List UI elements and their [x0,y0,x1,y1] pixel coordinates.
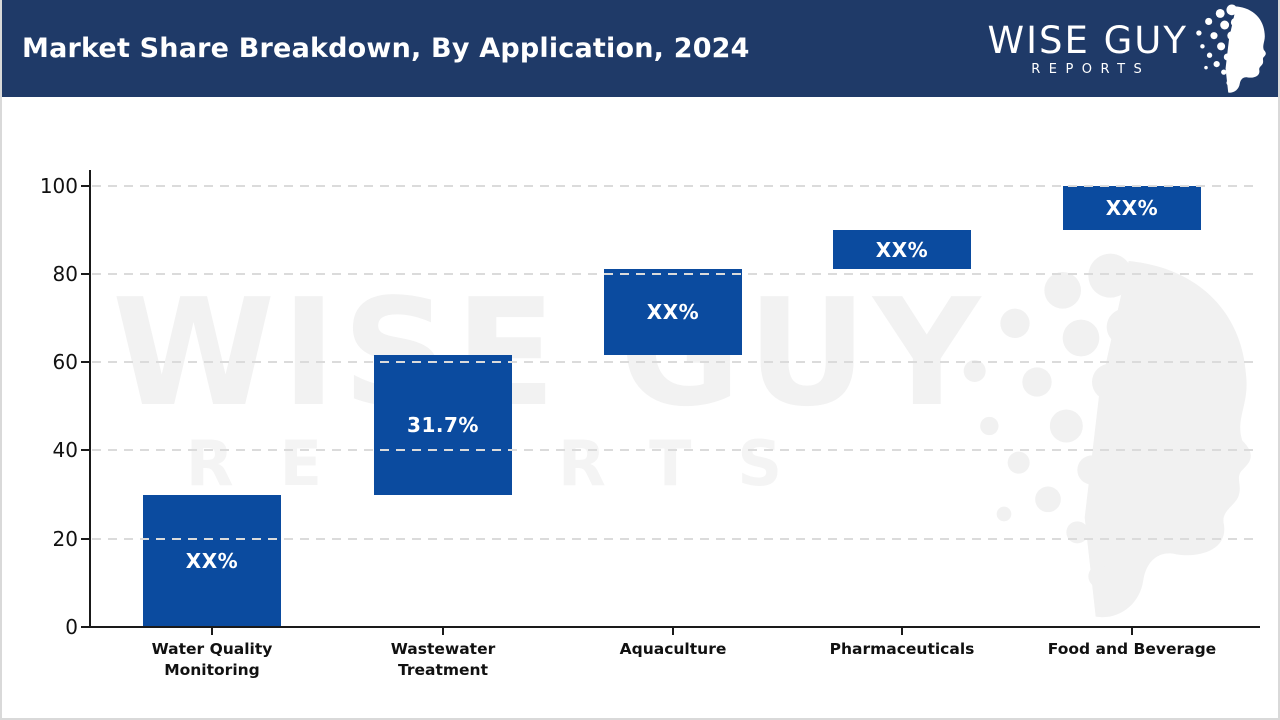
header-bar: Market Share Breakdown, By Application, … [2,0,1278,97]
y-tick-label-80: 80 [52,261,78,286]
category-label-wastewater-treatment: Wastewater Treatment [390,640,496,679]
x-tick-mark [1131,628,1133,635]
bar-wastewater-treatment: 31.7% [374,354,512,495]
y-tick-label-20: 20 [52,526,78,551]
bar-aquaculture: XX% [604,269,742,355]
gridline-60 [92,361,1258,364]
wise-guy-reports-logo: WISE GUY REPORTS [988,3,1270,95]
y-tick-label-100: 100 [39,173,78,198]
logo-wordmark: WISE GUY [987,18,1188,62]
gridline-100 [92,184,1258,187]
gridline-80 [92,272,1258,275]
x-tick-mark [211,628,213,635]
bar-pharmaceuticals: XX% [833,229,971,270]
y-axis-line [89,170,91,628]
y-tick-mark-0 [81,626,89,628]
y-tick-label-0: 0 [65,615,78,639]
bar-value-label: XX% [875,237,929,262]
logo-text: WISE GUY REPORTS [988,22,1188,76]
bar-value-label: 31.7% [407,412,479,437]
category-label-pharmaceuticals: Pharmaceuticals [829,640,975,658]
bar-value-label: XX% [1105,195,1159,220]
y-tick-mark-20 [81,537,89,540]
logo-face-icon [1196,4,1266,93]
x-tick-mark [901,628,903,635]
y-tick-label-40: 40 [52,438,78,463]
gridline-20 [92,537,1258,540]
category-label-water-quality-monitoring: Water Quality Monitoring [151,640,273,679]
logo-subtitle: REPORTS [1031,61,1151,77]
y-tick-label-60: 60 [52,350,78,375]
y-tick-mark-60 [81,361,89,364]
page-title: Market Share Breakdown, By Application, … [22,33,750,64]
x-tick-mark [442,628,444,635]
category-label-aquaculture: Aquaculture [619,640,727,658]
y-tick-mark-40 [81,449,89,452]
x-axis-line [89,626,1260,628]
x-tick-mark [672,628,674,635]
bar-value-label: XX% [646,299,700,324]
bar-value-label: XX% [185,548,239,573]
y-tick-mark-80 [81,272,89,275]
gridline-40 [92,449,1258,452]
category-label-food-and-beverage: Food and Beverage [1047,640,1217,658]
bar-food-and-beverage: XX% [1063,185,1201,230]
bar-water-quality-monitoring: XX% [143,494,281,627]
y-tick-mark-100 [81,184,89,187]
